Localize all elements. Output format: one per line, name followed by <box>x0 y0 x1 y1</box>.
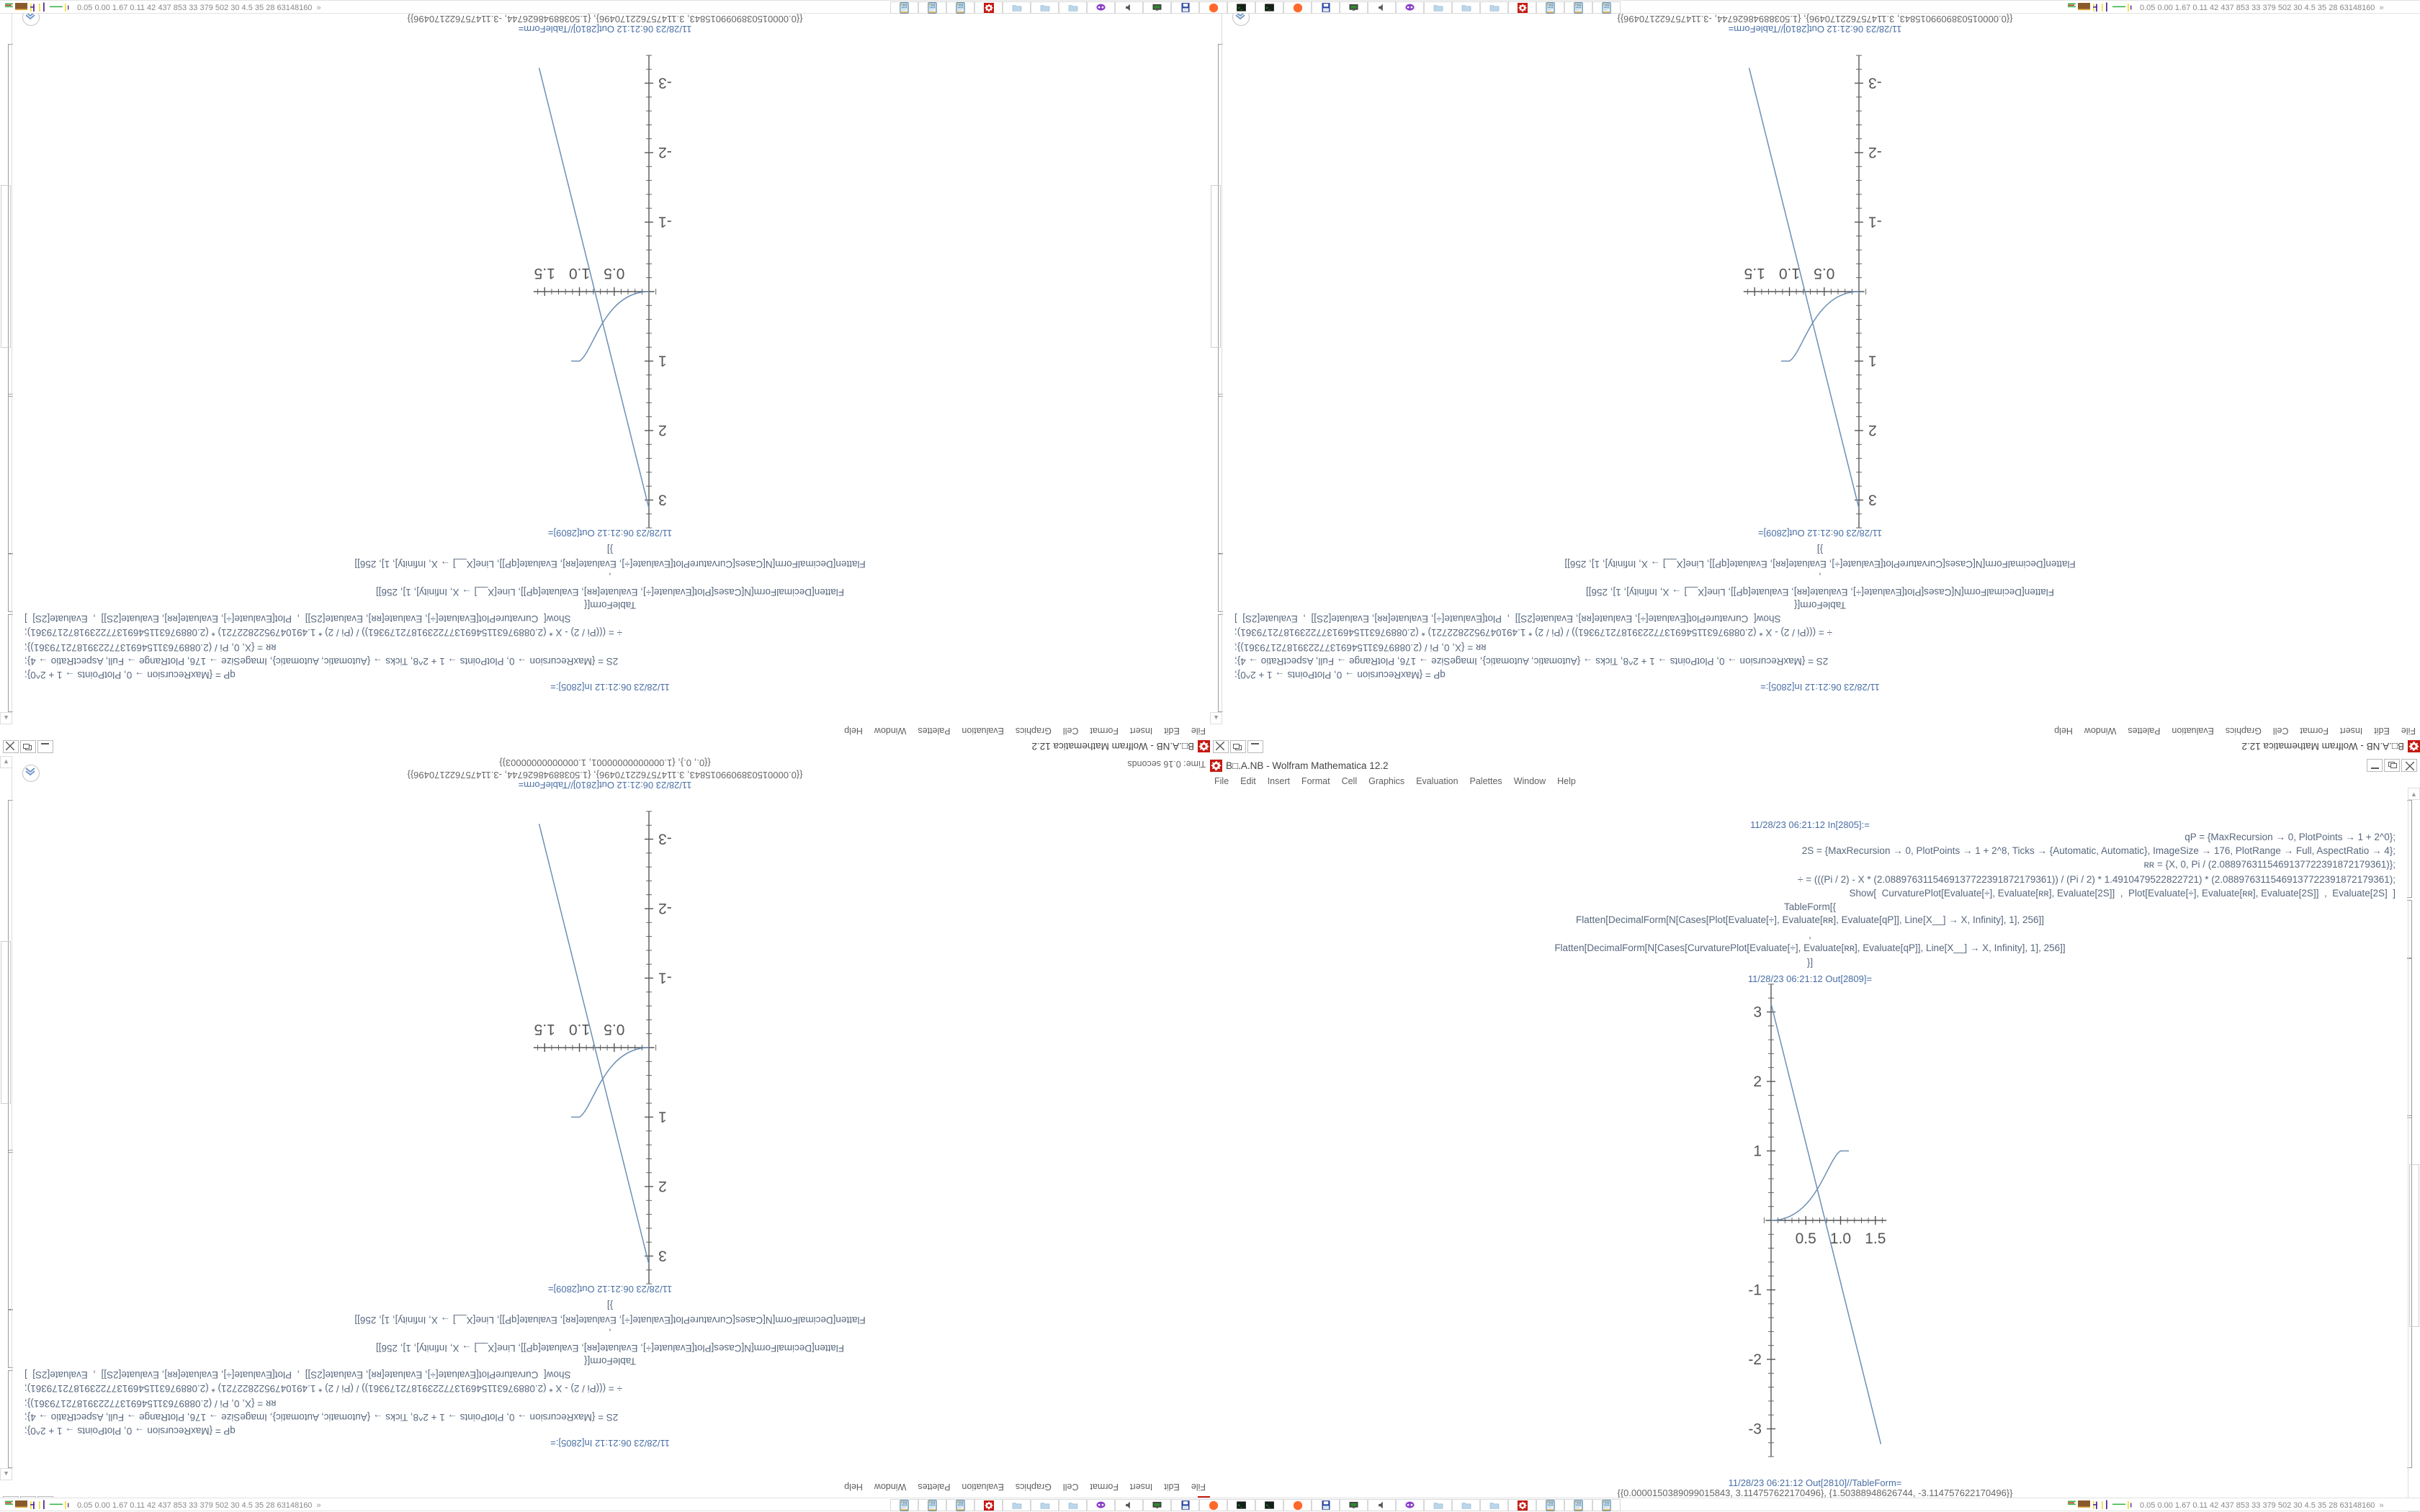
svg-text:-2: -2 <box>658 144 672 161</box>
svg-text:-1: -1 <box>1748 1282 1762 1299</box>
svg-text:>_: >_ <box>1238 1504 1243 1508</box>
svg-text:3: 3 <box>658 492 667 508</box>
svg-text:-2: -2 <box>1748 1351 1762 1368</box>
svg-text:1.0: 1.0 <box>569 1021 590 1038</box>
svg-text:>_: >_ <box>1266 6 1271 11</box>
svg-text:1: 1 <box>1868 353 1877 369</box>
svg-text:>_: >_ <box>1266 1504 1271 1508</box>
svg-text:-1: -1 <box>1868 214 1882 230</box>
svg-text:2: 2 <box>658 1178 667 1194</box>
svg-text:1.5: 1.5 <box>534 1021 555 1038</box>
svg-text:1.0: 1.0 <box>569 265 590 282</box>
svg-text:-2: -2 <box>658 900 672 917</box>
svg-text:0.5: 0.5 <box>1814 265 1834 282</box>
svg-text:0.5: 0.5 <box>1796 1230 1816 1247</box>
svg-text:-3: -3 <box>658 75 672 91</box>
svg-text:1.5: 1.5 <box>1865 1230 1886 1247</box>
svg-text:0.5: 0.5 <box>604 265 624 282</box>
svg-text:-3: -3 <box>658 831 672 847</box>
svg-text:3: 3 <box>1868 492 1877 508</box>
svg-text:3: 3 <box>658 1248 667 1264</box>
svg-text:-1: -1 <box>658 214 672 230</box>
svg-text:>_: >_ <box>1238 6 1243 11</box>
svg-text:2: 2 <box>1753 1074 1762 1090</box>
svg-text:1: 1 <box>658 353 667 369</box>
svg-text:-1: -1 <box>658 970 672 986</box>
svg-text:-3: -3 <box>1748 1421 1762 1438</box>
svg-text:1.0: 1.0 <box>1779 265 1800 282</box>
svg-text:1: 1 <box>658 1109 667 1125</box>
svg-text:-3: -3 <box>1868 75 1882 91</box>
svg-text:-2: -2 <box>1868 144 1882 161</box>
svg-text:3: 3 <box>1753 1004 1762 1021</box>
svg-text:0.5: 0.5 <box>604 1021 624 1038</box>
svg-text:1.0: 1.0 <box>1830 1230 1851 1247</box>
svg-text:2: 2 <box>658 422 667 438</box>
svg-text:1: 1 <box>1753 1143 1762 1160</box>
svg-text:1.5: 1.5 <box>1744 265 1765 282</box>
svg-text:1.5: 1.5 <box>534 265 555 282</box>
svg-text:2: 2 <box>1868 422 1877 438</box>
